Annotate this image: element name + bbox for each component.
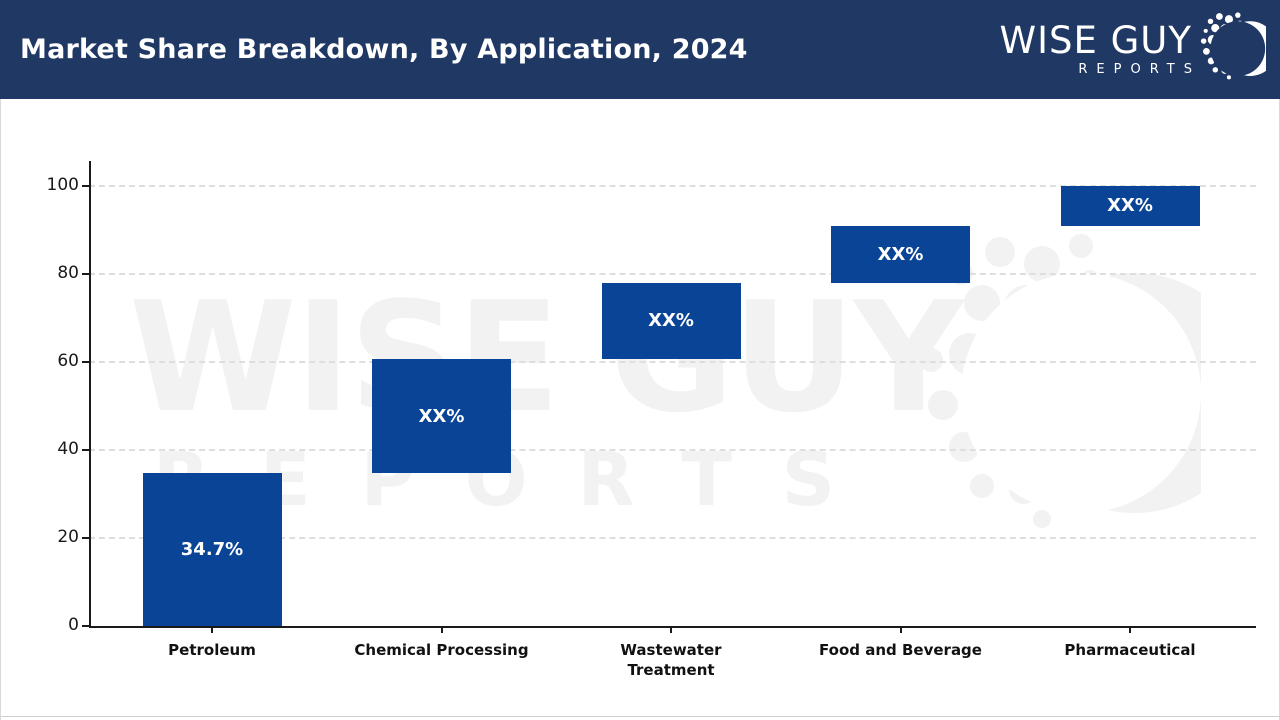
y-axis-tick-label: 40: [57, 439, 79, 459]
brand-name: WISE GUY: [999, 19, 1192, 62]
watermark-brand-text: WISE GUY: [129, 269, 964, 446]
bar-segment: 34.7%: [142, 473, 282, 626]
x-axis-line: [89, 626, 1256, 628]
y-axis-tick-mark: [82, 361, 89, 363]
x-axis-category-label: Pharmaceutical: [1064, 641, 1196, 659]
x-axis-tick-mark: [211, 628, 213, 633]
y-axis-line: [89, 161, 91, 628]
x-axis-tick-mark: [899, 628, 902, 633]
x-axis-category-label: Wastewater Treatment: [620, 641, 722, 680]
bar-segment: XX%: [1060, 186, 1200, 226]
x-axis-category-label: Food and Beverage: [819, 641, 982, 659]
y-axis-tick-mark: [82, 625, 89, 627]
y-axis-tick-mark: [82, 273, 89, 275]
y-axis-tick-label: 60: [57, 351, 79, 371]
chart-area: WISE GUY REPORTS 0 20 40 60 80 100 34.7% Petrol…: [0, 99, 1280, 720]
frame-bottom-border: [1, 716, 1280, 717]
x-axis-category-label: Petroleum: [168, 641, 256, 659]
y-axis-tick-label: 0: [68, 615, 79, 635]
bar-segment: XX%: [372, 358, 511, 474]
y-axis-tick-mark: [82, 449, 89, 451]
x-axis-tick-mark: [670, 628, 672, 633]
dotted-head-icon: [1200, 11, 1266, 79]
bar-value-label: XX%: [648, 310, 694, 332]
brand-subname: REPORTS: [1078, 62, 1201, 77]
bar-value-label: XX%: [418, 405, 465, 427]
y-axis-tick-mark: [82, 185, 89, 187]
gridline-20: [89, 537, 1256, 539]
gridline-40: [89, 449, 1256, 451]
bar-value-label: XX%: [877, 243, 924, 265]
y-axis-tick-mark: [82, 537, 89, 539]
brand-logo-text: WISE GUY REPORTS: [1000, 22, 1192, 77]
brand-logo: WISE GUY REPORTS: [1000, 9, 1280, 91]
header-bar: Market Share Breakdown, By Application, …: [0, 0, 1280, 99]
bar-value-label: XX%: [1107, 195, 1153, 217]
page-title: Market Share Breakdown, By Application, …: [20, 34, 748, 65]
y-axis-tick-label: 20: [57, 527, 79, 547]
bar-value-label: 34.7%: [180, 539, 244, 561]
y-axis-tick-label: 100: [46, 175, 79, 195]
gridline-100: [89, 185, 1256, 187]
x-axis-tick-mark: [1129, 628, 1131, 633]
x-axis-tick-mark: [440, 628, 443, 633]
gridline-80: [89, 273, 1256, 275]
y-axis-tick-label: 80: [57, 263, 79, 283]
bar-segment: XX%: [831, 225, 970, 283]
x-axis-category-label: Chemical Processing: [354, 641, 529, 659]
bar-segment: XX%: [601, 282, 741, 359]
gridline-60: [89, 361, 1256, 363]
